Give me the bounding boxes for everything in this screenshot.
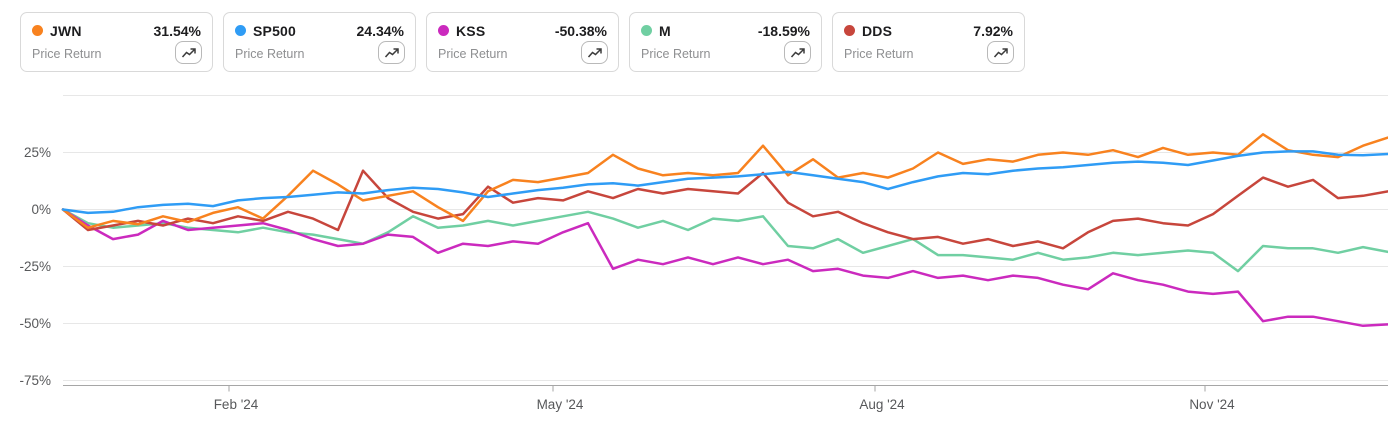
series-line-dds[interactable] [61,169,1388,250]
sparkline-button[interactable] [378,41,405,64]
x-axis-label: May '24 [537,397,584,412]
metric-label: Price Return [235,47,305,61]
x-axis-label: Nov '24 [1189,397,1235,412]
series-line-kss[interactable] [61,208,1388,328]
x-axis-label: Aug '24 [859,397,905,412]
legend-card-header: SP500 24.34% [235,22,404,39]
x-axis-label: Feb '24 [214,397,259,412]
series-color-dot [844,25,855,36]
legend-card[interactable]: JWN 31.54% Price Return [20,12,213,72]
series-color-dot [235,25,246,36]
return-value: -18.59% [757,22,810,39]
sparkline-button[interactable] [987,41,1014,64]
return-value: 31.54% [153,22,201,39]
ticker-label: KSS [456,22,486,39]
sparkline-button[interactable] [175,41,202,64]
legend-card-header: KSS -50.38% [438,22,607,39]
series-color-dot [641,25,652,36]
sparkline-button[interactable] [784,41,811,64]
trend-up-icon [790,47,805,57]
series-color-dot [32,25,43,36]
series-line-sp500[interactable] [61,150,1388,215]
legend-card-header: JWN 31.54% [32,22,201,39]
y-axis-label: -50% [19,316,51,331]
series-line-m[interactable] [61,208,1388,273]
trend-up-icon [587,47,602,57]
ticker-label: M [659,22,671,39]
trend-up-icon [993,47,1008,57]
ticker-label: JWN [50,22,82,39]
metric-label: Price Return [844,47,914,61]
legend-card[interactable]: M -18.59% Price Return [629,12,822,72]
metric-label: Price Return [32,47,102,61]
trend-up-icon [181,47,196,57]
ticker-label: SP500 [253,22,297,39]
sparkline-button[interactable] [581,41,608,64]
metric-label: Price Return [438,47,508,61]
return-value: 24.34% [356,22,404,39]
y-axis-label: -25% [19,259,51,274]
y-axis-label: 25% [24,145,51,160]
y-axis-label: -75% [19,373,51,388]
ticker-label: DDS [862,22,893,39]
series-line-jwn[interactable] [61,133,1388,229]
metric-label: Price Return [641,47,711,61]
legend-card-header: M -18.59% [641,22,810,39]
legend-card-header: DDS 7.92% [844,22,1013,39]
trend-up-icon [384,47,399,57]
legend-card[interactable]: SP500 24.34% Price Return [223,12,416,72]
y-axis-label: 0% [31,202,51,217]
legend-card[interactable]: KSS -50.38% Price Return [426,12,619,72]
legend-row: JWN 31.54% Price Return SP500 24.34% Pri… [0,0,1388,84]
series-color-dot [438,25,449,36]
return-value: 7.92% [973,22,1013,39]
return-value: -50.38% [554,22,607,39]
legend-card[interactable]: DDS 7.92% Price Return [832,12,1025,72]
